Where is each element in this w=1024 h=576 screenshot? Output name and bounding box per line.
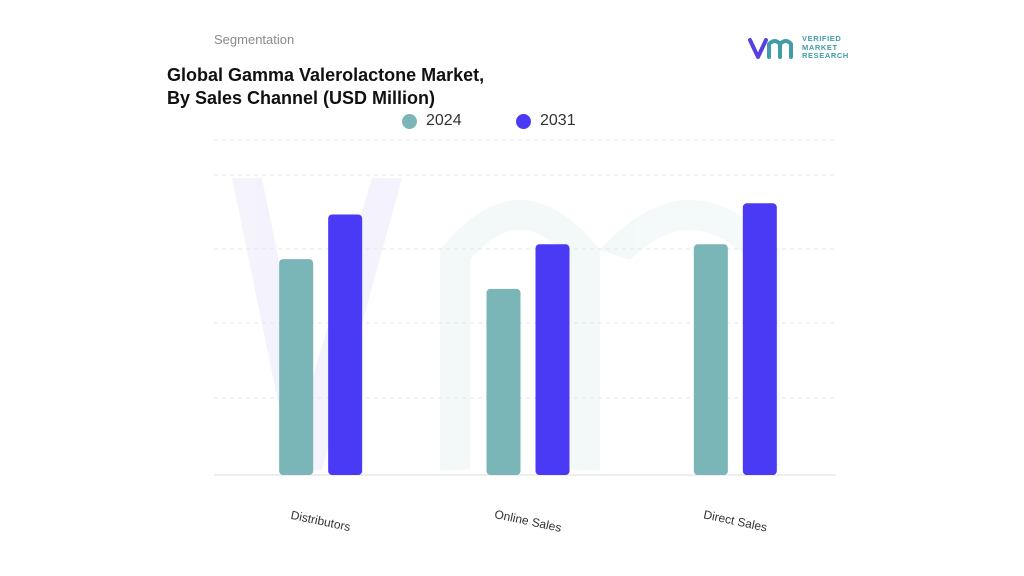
bar-distributors-2024	[279, 259, 314, 475]
legend-label-2031: 2031	[540, 112, 576, 129]
category-labels: Distributors Online Sales Direct Sales	[290, 507, 769, 535]
chart-legend: 2024 2031	[0, 112, 1024, 134]
category-label-distributors: Distributors	[290, 508, 352, 534]
chart-title: Global Gamma Valerolactone Market, By Sa…	[167, 64, 484, 110]
legend-swatch-2031	[516, 113, 531, 129]
bar-online-sales-2031	[535, 244, 570, 475]
category-label-direct-sales: Direct Sales	[702, 507, 768, 534]
logo-text-line-2: MARKET	[802, 42, 838, 52]
legend-swatch-2024	[402, 113, 417, 129]
bar-direct-sales-2031	[742, 203, 777, 475]
bars	[279, 203, 777, 475]
logo-text: VERIFIED MARKET RESEARCH	[802, 35, 849, 61]
gridlines	[214, 139, 836, 476]
chart-title-line-1: Global Gamma Valerolactone Market,	[167, 65, 485, 85]
chart-title-line-2: By Sales Channel (USD Million)	[167, 88, 436, 108]
segmentation-label: Segmentation	[214, 32, 295, 47]
legend-item-2024: 2024	[402, 112, 462, 130]
legend-item-2031: 2031	[516, 112, 576, 130]
bar-online-sales-2024	[486, 288, 521, 475]
logo-text-line-3: RESEARCH	[802, 51, 849, 61]
category-label-online-sales: Online Sales	[493, 507, 562, 535]
bar-direct-sales-2024	[693, 244, 728, 475]
bar-distributors-2031	[328, 214, 363, 475]
logo-text-line-1: VERIFIED	[802, 34, 842, 44]
vmr-logo-icon	[748, 38, 793, 59]
legend-label-2024: 2024	[426, 112, 462, 129]
brand-logo[interactable]: VERIFIED MARKET RESEARCH	[748, 34, 849, 62]
